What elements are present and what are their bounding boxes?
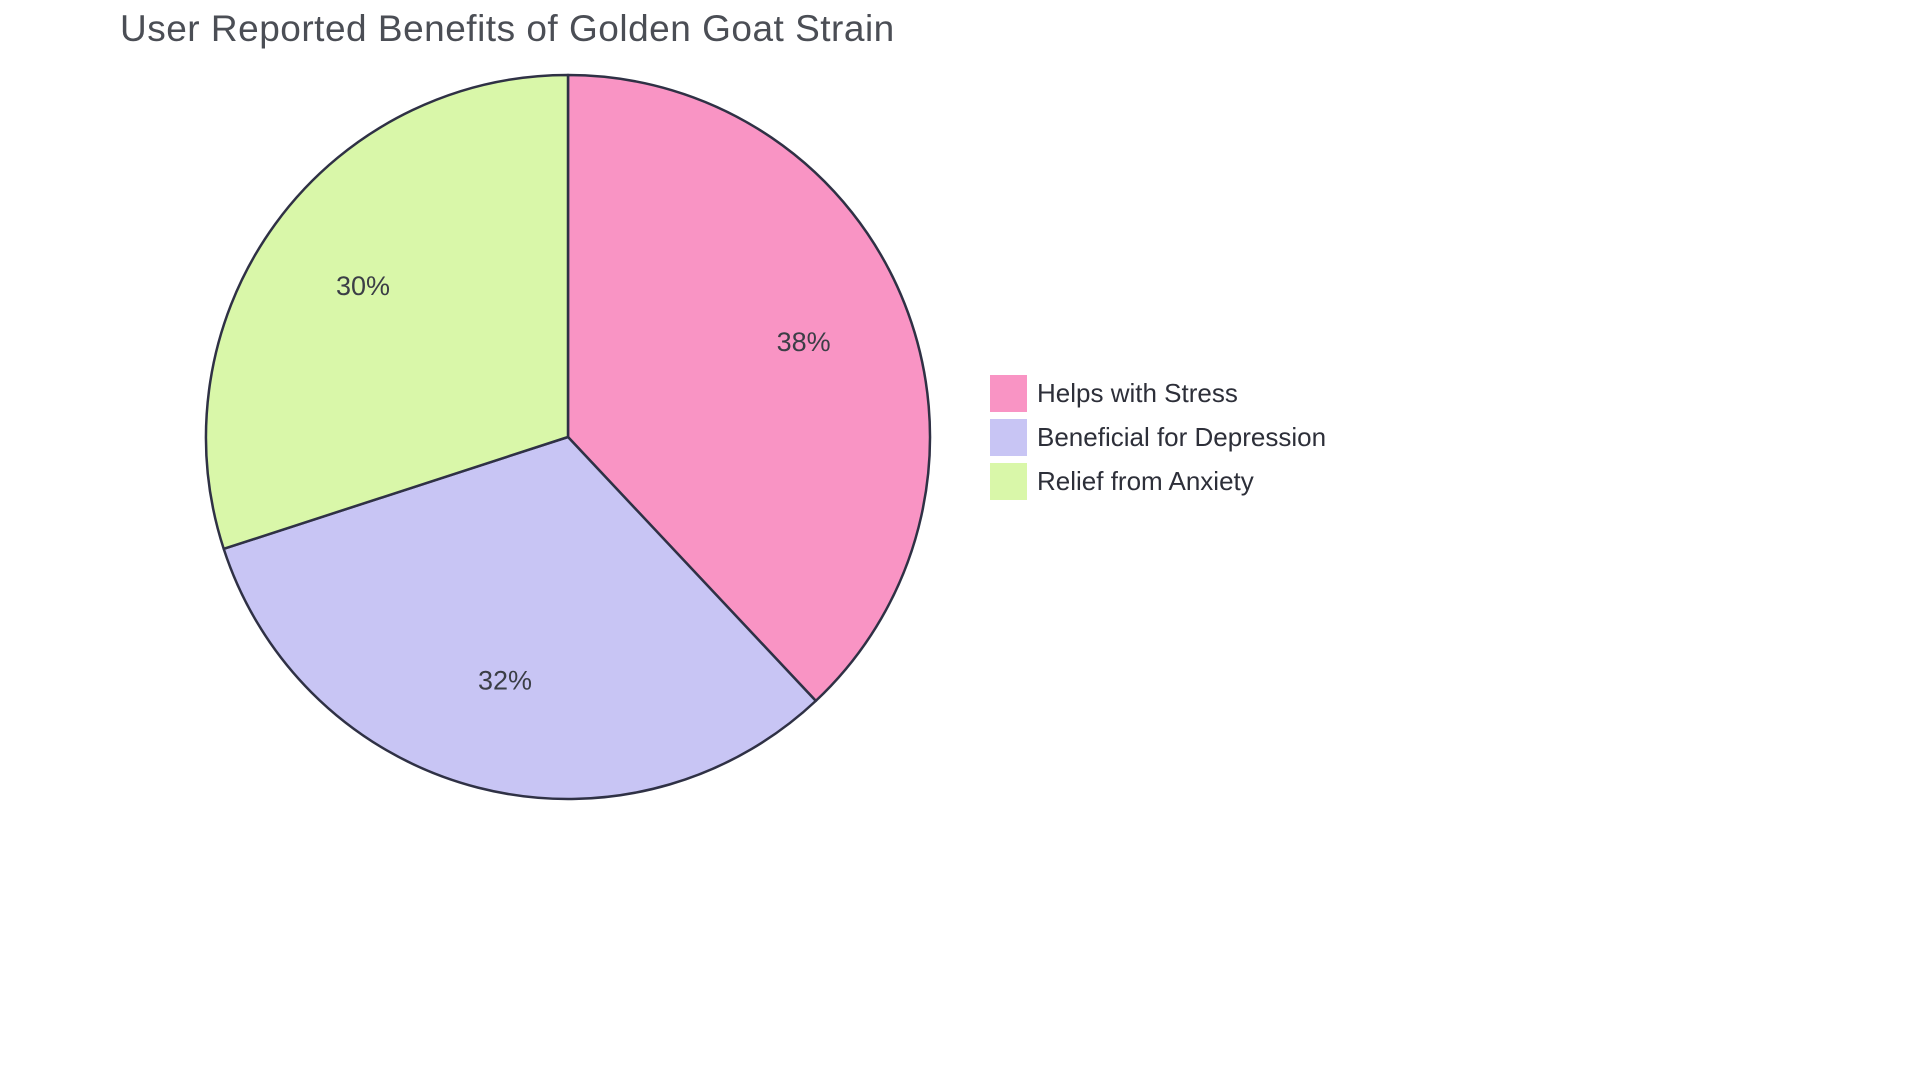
legend-swatch-icon [990,462,1027,500]
legend-label: Beneficial for Depression [1037,421,1327,452]
legend-label: Helps with Stress [1037,377,1238,408]
legend-label: Relief from Anxiety [1037,465,1254,496]
chart-title: User Reported Benefits of Golden Goat St… [120,8,895,49]
slice-value-label: 30% [336,271,390,301]
slice-value-label: 32% [478,666,532,696]
slice-value-label: 38% [777,327,831,357]
legend: Helps with Stress Beneficial for Depressi… [990,371,1326,503]
legend-swatch-icon [990,374,1027,412]
legend-item: Relief from Anxiety [990,459,1326,503]
legend-item: Helps with Stress [990,371,1326,415]
pie-slice-2 [222,435,818,801]
pie-slice-3 [204,73,570,551]
pie-slice-1 [566,73,932,703]
legend-item: Beneficial for Depression [990,415,1326,459]
legend-swatch-icon [990,418,1027,456]
